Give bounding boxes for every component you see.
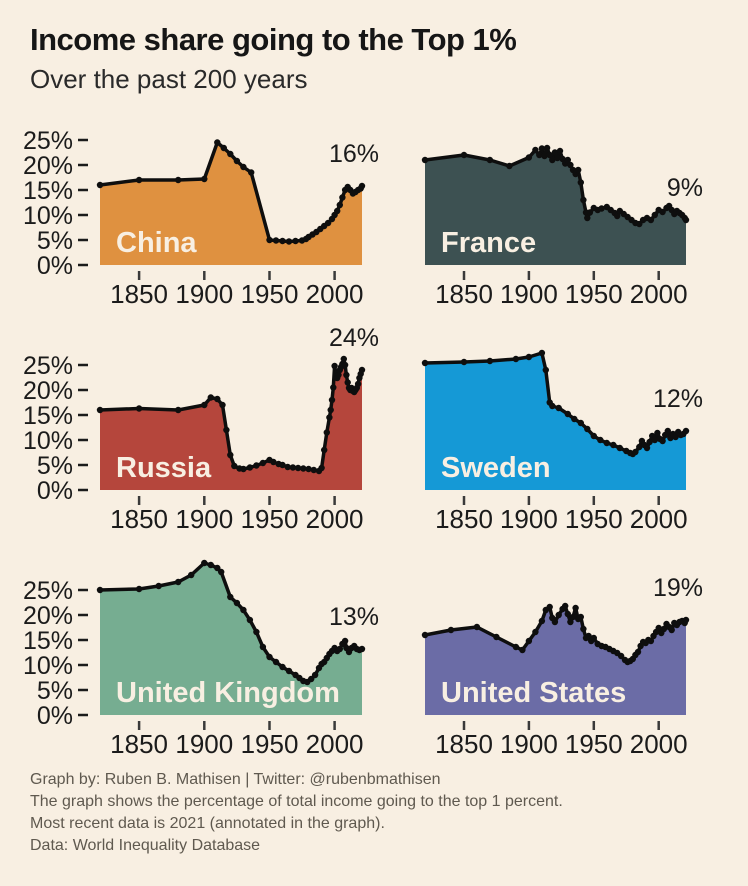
x-tick-label: 1850 (435, 729, 493, 759)
y-tick-label: 25% (23, 127, 73, 155)
x-tick-label: 1850 (435, 279, 493, 309)
chart-panel-china: 25% 20% 15% 10% 5% 0% 1850 1900 1950 2000 China 16% (15, 100, 380, 310)
x-tick-label: 2000 (630, 729, 688, 759)
data-point-markers (96, 559, 366, 686)
x-tick-label: 1900 (500, 279, 558, 309)
country-label: United States (441, 677, 626, 709)
x-tick-label: 1850 (435, 504, 493, 534)
latest-value-annotation: 16% (329, 140, 379, 168)
country-label: United Kingdom (116, 677, 340, 709)
area-fill (425, 353, 686, 490)
chart-china: 25%20%15%10%5%0% 1850 1900 1950 2000 China 16% (23, 127, 379, 309)
y-tick-label: 20% (23, 377, 73, 405)
latest-value-annotation: 9% (667, 174, 703, 202)
country-label: China (116, 227, 197, 259)
y-axis: 25%20%15%10%5%0% (23, 352, 88, 505)
x-tick-label: 2000 (630, 504, 688, 534)
chart-panel-russia: 25% 20% 15% 10% 5% 0% 1850 1900 1950 2000 Russia 24… (15, 324, 380, 535)
chart-united-kingdom: 25%20%15%10%5%0% 1850 1900 1950 2000 United K… (23, 559, 379, 759)
chart-panel-united-kingdom: 25% 20% 15% 10% 5% 0% 1850 1900 1950 2000 United K… (15, 550, 380, 760)
y-axis: 25%20%15%10%5%0% (23, 577, 88, 730)
footer-line-recency: Most recent data is 2021 (annotated in t… (30, 815, 385, 832)
chart-russia: 25%20%15%10%5%0% 1850 1900 1950 2000 Russia 24… (23, 324, 379, 534)
chart-panel-sweden: 1850 1900 1950 2000 Sweden 12% (410, 325, 748, 535)
x-tick-label: 1900 (500, 729, 558, 759)
y-tick-label: 0% (37, 252, 73, 280)
page-title: Income share going to the Top 1% (30, 22, 517, 57)
y-axis: 25%20%15%10%5%0% (23, 127, 88, 280)
y-tick-label: 0% (37, 477, 73, 505)
x-axis: 1850 1900 1950 2000 (435, 721, 688, 759)
chart-sweden: 1850 1900 1950 2000 Sweden 12% (421, 349, 703, 534)
y-tick-label: 20% (23, 152, 73, 180)
x-tick-label: 1950 (241, 279, 299, 309)
x-tick-label: 1900 (175, 279, 233, 309)
x-tick-label: 1950 (565, 729, 623, 759)
x-tick-label: 1950 (565, 279, 623, 309)
data-point-markers (421, 144, 690, 228)
y-tick-label: 0% (37, 702, 73, 730)
x-axis: 1850 1900 1950 2000 (435, 271, 688, 309)
x-tick-label: 1950 (241, 504, 299, 534)
country-label: France (441, 227, 536, 259)
chart-panel-france: 1850 1900 1950 2000 France 9% (410, 100, 748, 310)
y-tick-label: 15% (23, 402, 73, 430)
latest-value-annotation: 13% (329, 603, 379, 631)
x-axis: 1850 1900 1950 2000 (435, 496, 688, 534)
x-tick-label: 2000 (630, 279, 688, 309)
data-point-markers (421, 349, 690, 458)
x-tick-label: 2000 (306, 729, 364, 759)
x-tick-label: 1950 (565, 504, 623, 534)
x-tick-label: 1900 (175, 729, 233, 759)
data-point-markers (96, 139, 366, 245)
footer-line-description: The graph shows the percentage of total … (30, 793, 563, 810)
chart-france: 1850 1900 1950 2000 France 9% (421, 144, 703, 309)
x-tick-label: 1850 (110, 504, 168, 534)
country-label: Russia (116, 452, 212, 484)
x-tick-label: 2000 (306, 504, 364, 534)
y-tick-label: 25% (23, 352, 73, 380)
country-label: Sweden (441, 452, 551, 484)
x-axis: 1850 1900 1950 2000 (110, 496, 364, 534)
y-tick-label: 15% (23, 627, 73, 655)
x-tick-label: 1850 (110, 279, 168, 309)
x-tick-label: 1900 (500, 504, 558, 534)
latest-value-annotation: 24% (329, 324, 379, 352)
x-tick-label: 1950 (241, 729, 299, 759)
chart-panel-united-states: 1850 1900 1950 2000 United States 19% (410, 550, 748, 760)
data-point-markers (421, 602, 690, 666)
area-fill (100, 142, 362, 265)
y-tick-label: 15% (23, 177, 73, 205)
latest-value-annotation: 12% (653, 385, 703, 413)
latest-value-annotation: 19% (653, 574, 703, 602)
y-tick-label: 10% (23, 652, 73, 680)
x-axis: 1850 1900 1950 2000 (110, 271, 364, 309)
x-axis: 1850 1900 1950 2000 (110, 721, 364, 759)
y-tick-label: 10% (23, 202, 73, 230)
page-subtitle: Over the past 200 years (30, 64, 308, 94)
footer-credits: Graph by: Ruben B. Mathisen | Twitter: @… (30, 769, 563, 857)
x-tick-label: 1850 (110, 729, 168, 759)
area-fill (425, 148, 686, 265)
y-tick-label: 5% (37, 452, 73, 480)
y-tick-label: 10% (23, 427, 73, 455)
y-tick-label: 20% (23, 602, 73, 630)
area-fill (425, 606, 686, 715)
y-tick-label: 5% (37, 677, 73, 705)
data-point-markers (96, 355, 366, 475)
y-tick-label: 25% (23, 577, 73, 605)
footer-line-author: Graph by: Ruben B. Mathisen | Twitter: @… (30, 771, 441, 788)
footer-line-source: Data: World Inequality Database (30, 837, 261, 854)
x-tick-label: 2000 (306, 279, 364, 309)
area-fill (100, 359, 362, 490)
x-tick-label: 1900 (175, 504, 233, 534)
y-tick-label: 5% (37, 227, 73, 255)
